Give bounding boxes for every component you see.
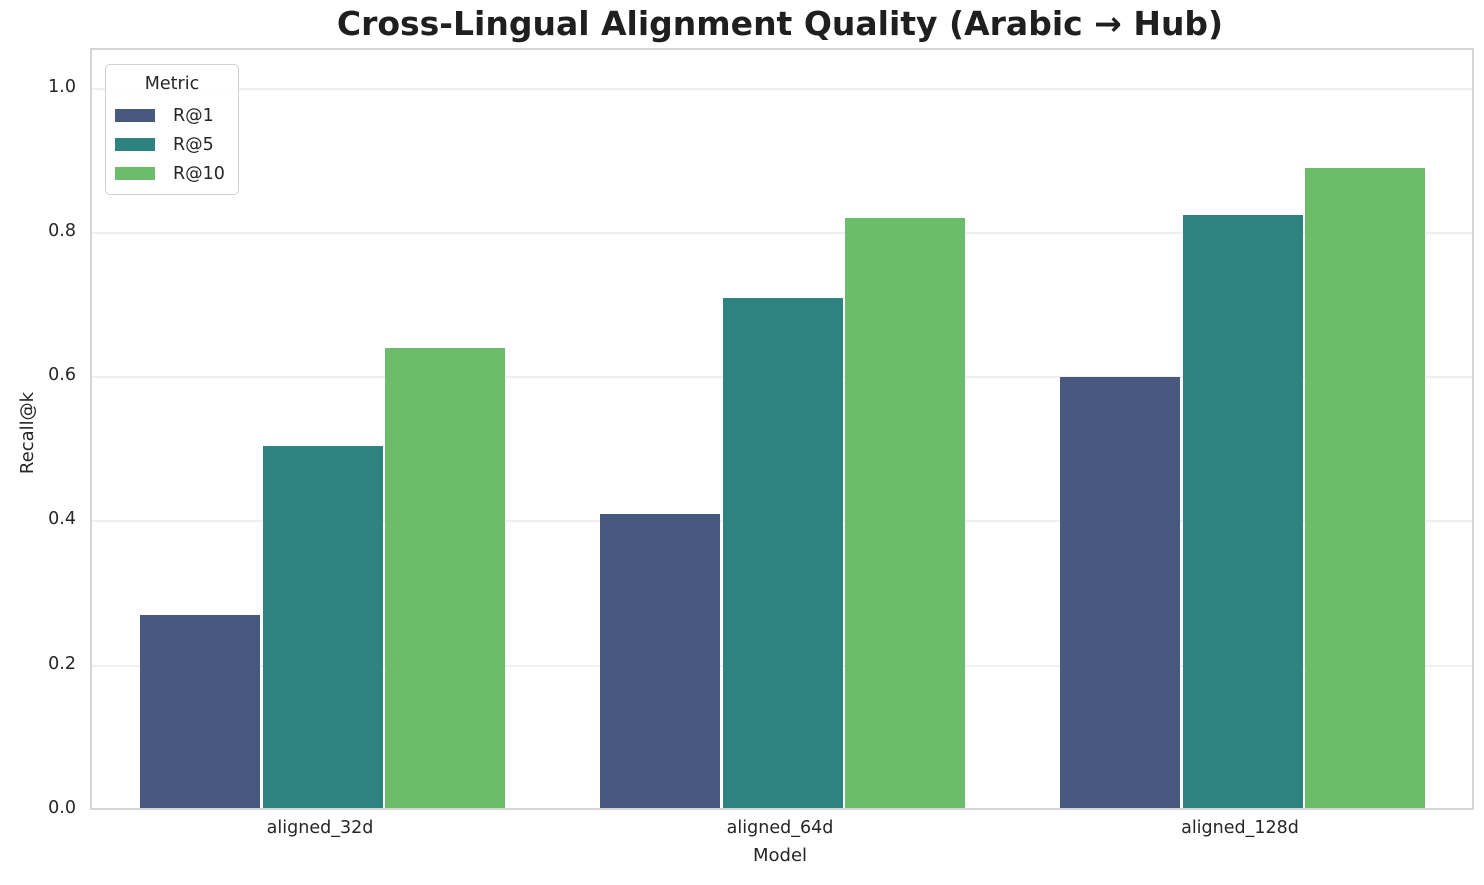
bar-R@5-aligned_32d bbox=[262, 445, 383, 808]
gridline bbox=[92, 231, 1472, 234]
legend-label: R@10 bbox=[173, 163, 225, 184]
plot-area: Metric R@1 R@5 R@10 bbox=[90, 48, 1474, 810]
bar-R@5-aligned_64d bbox=[722, 297, 843, 808]
x-tick-label: aligned_32d bbox=[266, 818, 374, 838]
legend-label: R@1 bbox=[173, 105, 214, 126]
y-axis-label: Recall@k bbox=[17, 391, 38, 475]
x-axis-label: Model bbox=[752, 845, 808, 866]
y-tick-label: 0.6 bbox=[48, 365, 76, 386]
legend-item: R@10 bbox=[106, 159, 238, 188]
bar-R@10-aligned_128d bbox=[1305, 167, 1425, 808]
y-tick-label: 0.8 bbox=[48, 220, 76, 241]
legend-label: R@5 bbox=[173, 134, 214, 155]
legend-title: Metric bbox=[144, 74, 200, 94]
legend-swatch bbox=[115, 138, 155, 151]
legend-item: R@5 bbox=[106, 130, 238, 159]
bar-R@10-aligned_64d bbox=[845, 218, 965, 808]
bar-R@1-aligned_128d bbox=[1060, 377, 1180, 808]
y-tick-label: 1.0 bbox=[48, 76, 76, 97]
x-tick-label: aligned_128d bbox=[1181, 818, 1299, 838]
bar-R@5-aligned_128d bbox=[1182, 214, 1303, 808]
legend-swatch bbox=[115, 109, 155, 122]
bar-R@1-aligned_32d bbox=[140, 615, 260, 808]
x-tick-label: aligned_64d bbox=[726, 818, 834, 838]
bar-R@1-aligned_64d bbox=[600, 514, 720, 808]
chart-title: Cross-Lingual Alignment Quality (Arabic … bbox=[336, 4, 1224, 43]
y-tick-label: 0.0 bbox=[48, 798, 76, 818]
y-tick-label: 0.2 bbox=[48, 653, 76, 674]
legend-swatch bbox=[115, 167, 155, 180]
legend: Metric R@1 R@5 R@10 bbox=[105, 64, 239, 195]
legend-item: R@1 bbox=[106, 101, 238, 130]
y-tick-label: 0.4 bbox=[48, 509, 76, 530]
legend-items: R@1 R@5 R@10 bbox=[106, 101, 238, 188]
bar-R@10-aligned_32d bbox=[385, 348, 505, 808]
gridline bbox=[92, 87, 1472, 90]
